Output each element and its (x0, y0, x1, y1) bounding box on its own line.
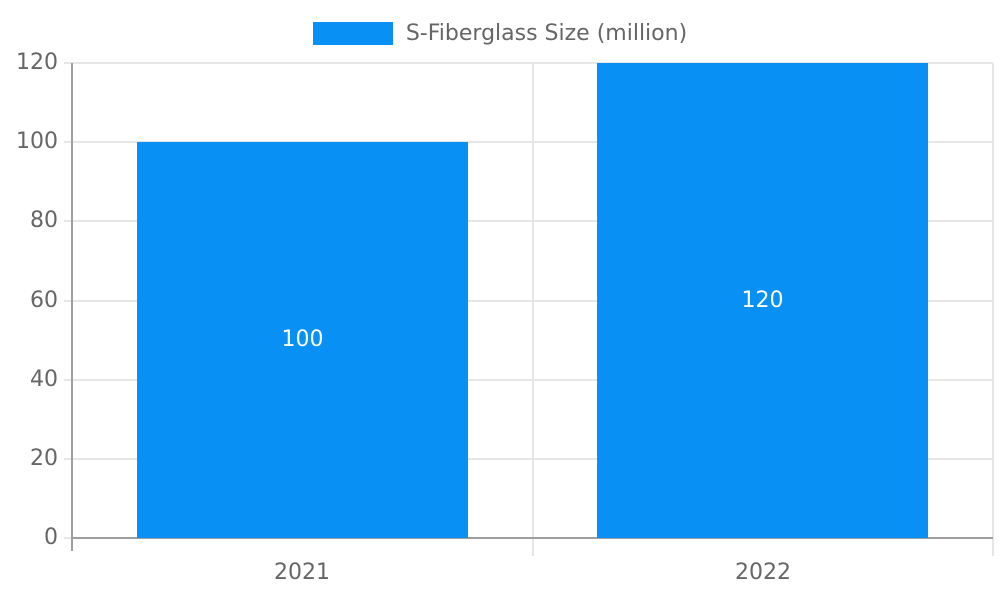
bar[interactable]: 120 (597, 63, 928, 538)
x-axis-line (71, 537, 993, 539)
gridline-horizontal (64, 300, 993, 302)
y-tick-label: 120 (16, 50, 58, 75)
gridline-horizontal (64, 379, 993, 381)
y-tick-label: 80 (30, 208, 58, 233)
y-tick-label: 60 (30, 288, 58, 313)
gridline-horizontal (64, 220, 993, 222)
gridline-horizontal (64, 458, 993, 460)
legend[interactable]: S-Fiberglass Size (million) (0, 18, 1000, 48)
bar-value-label: 120 (741, 288, 784, 313)
x-tick-label: 2021 (274, 560, 330, 585)
gridline-vertical (532, 63, 534, 556)
gridline-horizontal (64, 141, 993, 143)
gridline-vertical (992, 63, 994, 556)
legend-label: S-Fiberglass Size (million) (405, 20, 688, 46)
x-tick-label: 2022 (735, 560, 791, 585)
legend-swatch (312, 21, 393, 45)
y-tick-label: 20 (30, 446, 58, 471)
bar-value-label: 100 (281, 327, 324, 352)
y-tick-label: 40 (30, 367, 58, 392)
y-tick-label: 100 (16, 129, 58, 154)
y-axis-line (71, 63, 73, 551)
y-tick-label: 0 (44, 525, 58, 550)
x-axis-tick (64, 537, 72, 539)
bar[interactable]: 100 (137, 142, 468, 538)
gridline-horizontal (64, 62, 993, 64)
